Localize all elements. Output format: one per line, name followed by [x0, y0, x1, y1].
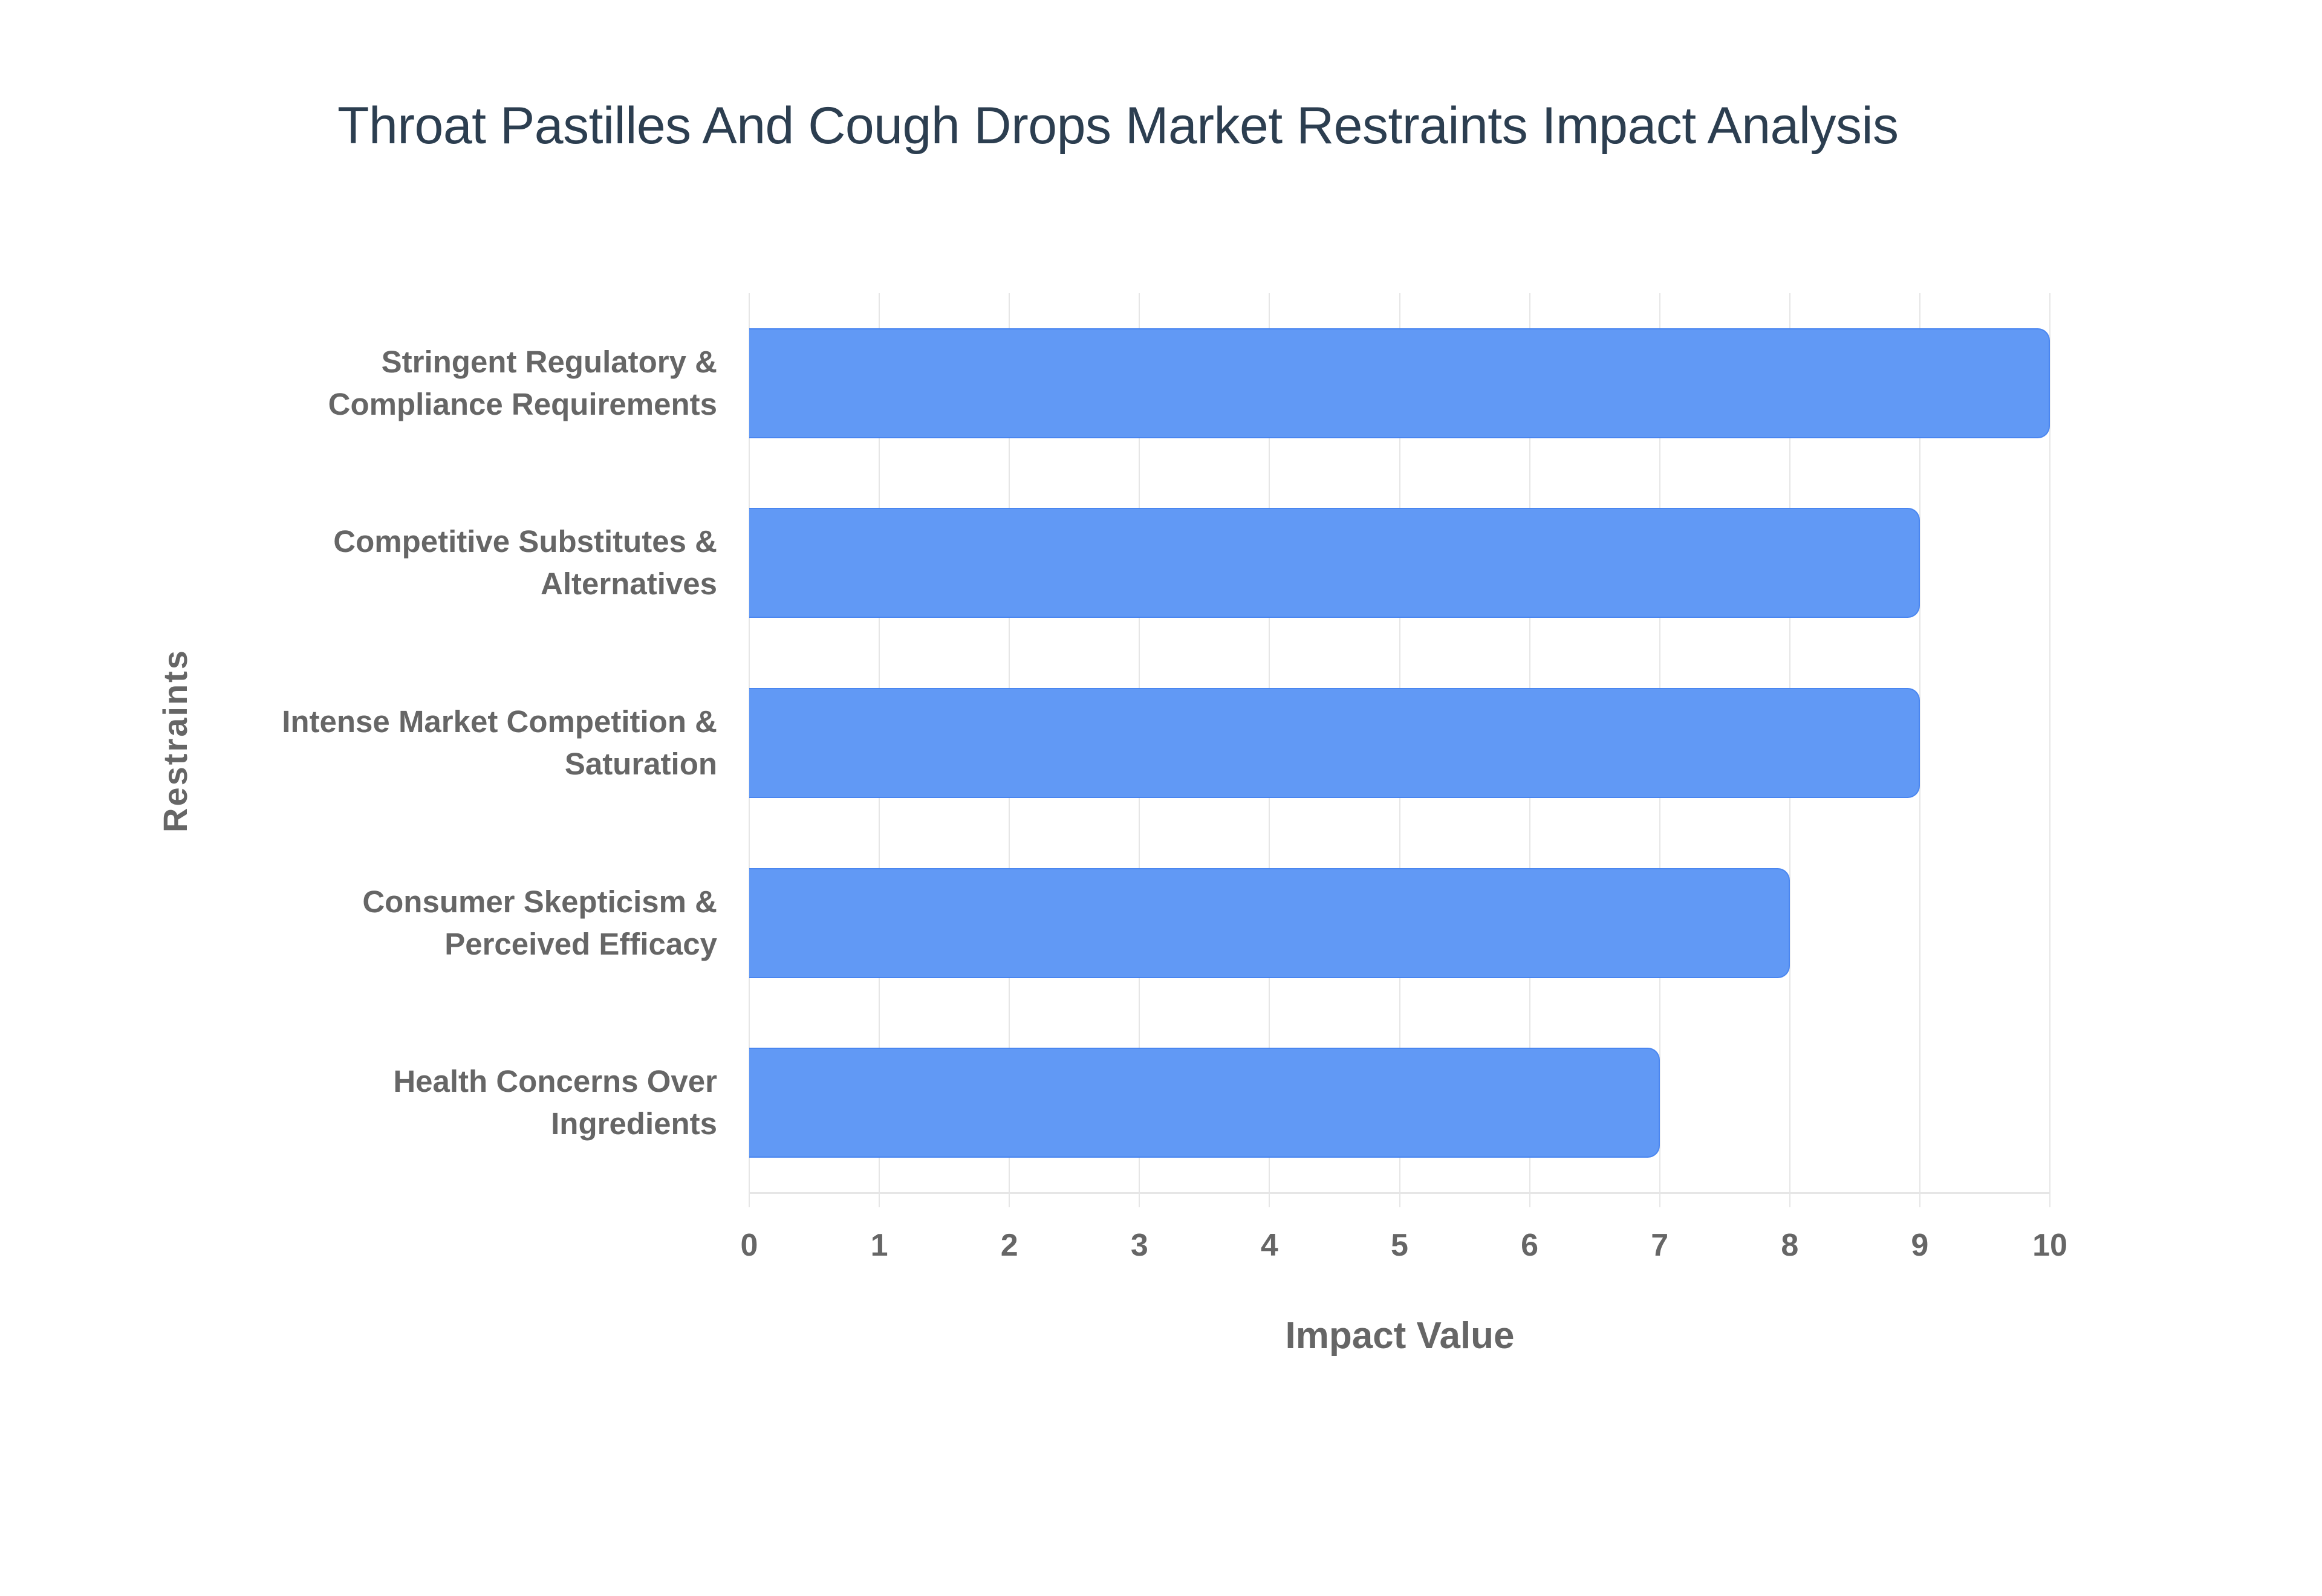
gridline — [1919, 293, 1920, 1207]
category-label-line: Perceived Efficacy — [444, 926, 717, 961]
x-tick-label: 9 — [1911, 1228, 1929, 1263]
category-label-line: Stringent Regulatory & — [381, 344, 717, 379]
x-tick-label: 10 — [2032, 1228, 2067, 1263]
category-label-line: Consumer Skepticism & — [362, 884, 717, 919]
x-tick-label: 7 — [1651, 1228, 1669, 1263]
x-tick-label: 6 — [1521, 1228, 1539, 1263]
x-tick-label: 0 — [740, 1228, 758, 1263]
x-axis-title: Impact Value — [1285, 1315, 1515, 1357]
bar[interactable] — [749, 1048, 1660, 1158]
category-label: Competitive Substitutes & Alternatives — [112, 521, 717, 605]
category-label-line: Ingredients — [551, 1106, 717, 1141]
category-label: Health Concerns Over Ingredients — [112, 1060, 717, 1145]
category-label-line: Intense Market Competition & — [282, 704, 717, 739]
category-label: Consumer Skepticism & Perceived Efficacy — [112, 881, 717, 965]
category-label-line: Alternatives — [541, 566, 717, 602]
bar[interactable] — [749, 868, 1790, 978]
category-label: Stringent Regulatory & Compliance Require… — [112, 341, 717, 426]
bar[interactable] — [749, 508, 1920, 618]
x-tick-label: 1 — [870, 1228, 888, 1263]
x-tick-label: 3 — [1130, 1228, 1148, 1263]
category-label-line: Compliance Requirements — [328, 386, 717, 421]
category-label-line: Competitive Substitutes & — [333, 524, 717, 559]
category-label-line: Health Concerns Over — [393, 1064, 717, 1099]
x-tick-label: 5 — [1391, 1228, 1408, 1263]
plot-area — [749, 293, 2050, 1207]
bar[interactable] — [749, 328, 2050, 438]
chart-title: Throat Pastilles And Cough Drops Market … — [337, 97, 1899, 155]
x-tick-label: 2 — [1000, 1228, 1018, 1263]
bar[interactable] — [749, 688, 1920, 798]
x-tick-label: 8 — [1781, 1228, 1799, 1263]
category-label: Intense Market Competition & Saturation — [112, 701, 717, 785]
gridline — [2049, 293, 2050, 1207]
x-tick-label: 4 — [1260, 1228, 1278, 1263]
category-label-line: Saturation — [564, 747, 717, 781]
